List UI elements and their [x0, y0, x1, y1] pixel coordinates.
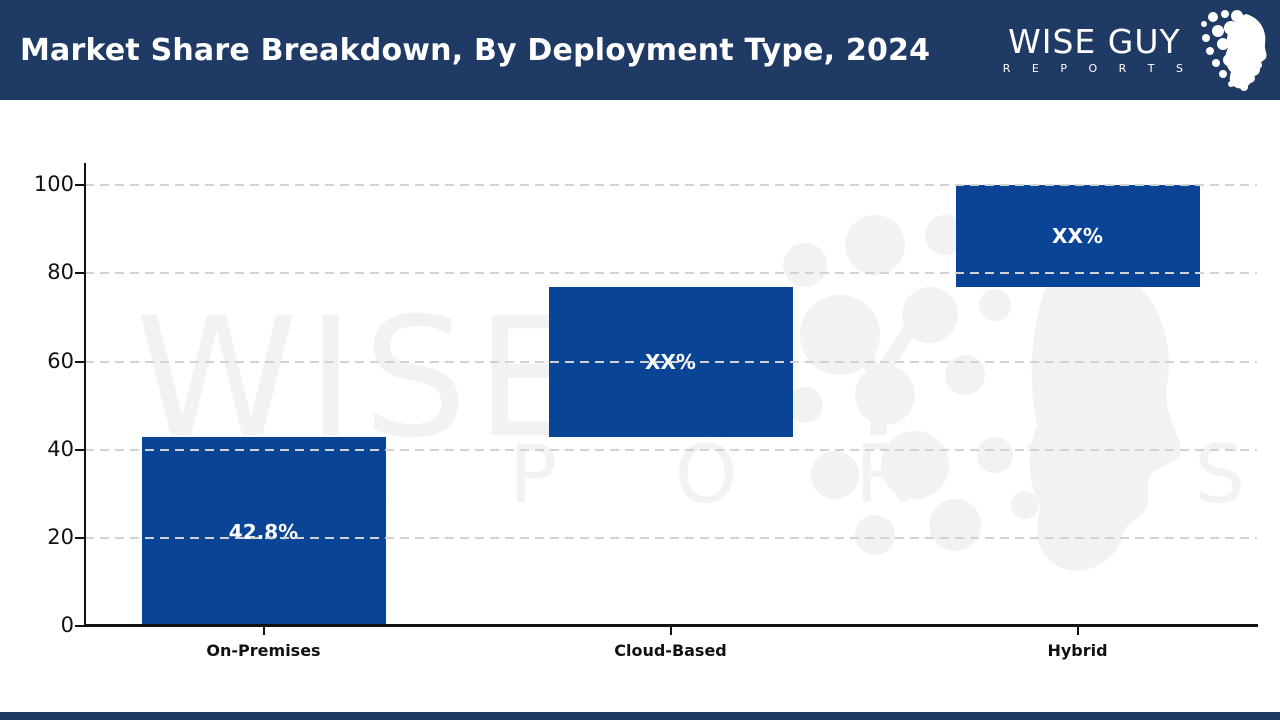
bar-on-premises: 42.8% [141, 437, 386, 626]
gridline-80 [85, 272, 1257, 275]
y-tick-label-40: 40 [47, 436, 74, 461]
x-tick-2 [1076, 627, 1079, 635]
y-tick-100 [75, 184, 84, 187]
x-category-label: On-Premises [206, 641, 321, 660]
x-category-label: Hybrid [1047, 641, 1108, 660]
page-title: Market Share Breakdown, By Deployment Ty… [20, 32, 931, 68]
gridline-100 [85, 184, 1257, 187]
y-tick-80 [75, 272, 84, 275]
gridline-40 [85, 448, 1257, 451]
bar-value-label: 42.8% [228, 519, 299, 544]
logo-text: WISE GUY R E P O R T S [997, 25, 1192, 75]
y-tick-label-20: 20 [47, 524, 74, 549]
y-tick-label-80: 80 [47, 260, 74, 285]
x-tick-1 [669, 627, 672, 635]
y-tick-label-60: 60 [47, 348, 74, 373]
y-tick-40 [75, 448, 84, 451]
x-axis-line [84, 624, 1258, 627]
logo-wordmark: WISE GUY [1008, 22, 1181, 62]
logo-subtitle: R E P O R T S [1002, 61, 1192, 75]
header-bar: Market Share Breakdown, By Deployment Ty… [0, 0, 1280, 100]
gridline-60 [85, 360, 1257, 363]
bar-hybrid: XX% [955, 185, 1200, 287]
y-tick-label-100: 100 [33, 172, 74, 197]
x-tick-0 [262, 627, 265, 635]
bar-value-label: XX% [1052, 223, 1103, 248]
y-axis-line [84, 163, 86, 627]
y-tick-0 [75, 625, 84, 627]
logo-face-icon [1201, 10, 1267, 91]
wiseguy-logo: WISE GUY R E P O R T S [997, 8, 1268, 92]
x-category-label: Cloud-Based [614, 641, 727, 660]
y-tick-60 [75, 360, 84, 363]
y-tick-label-0: 0 [60, 613, 74, 637]
y-tick-20 [75, 536, 84, 539]
gridline-20 [85, 536, 1257, 539]
footer-bar [0, 712, 1280, 720]
